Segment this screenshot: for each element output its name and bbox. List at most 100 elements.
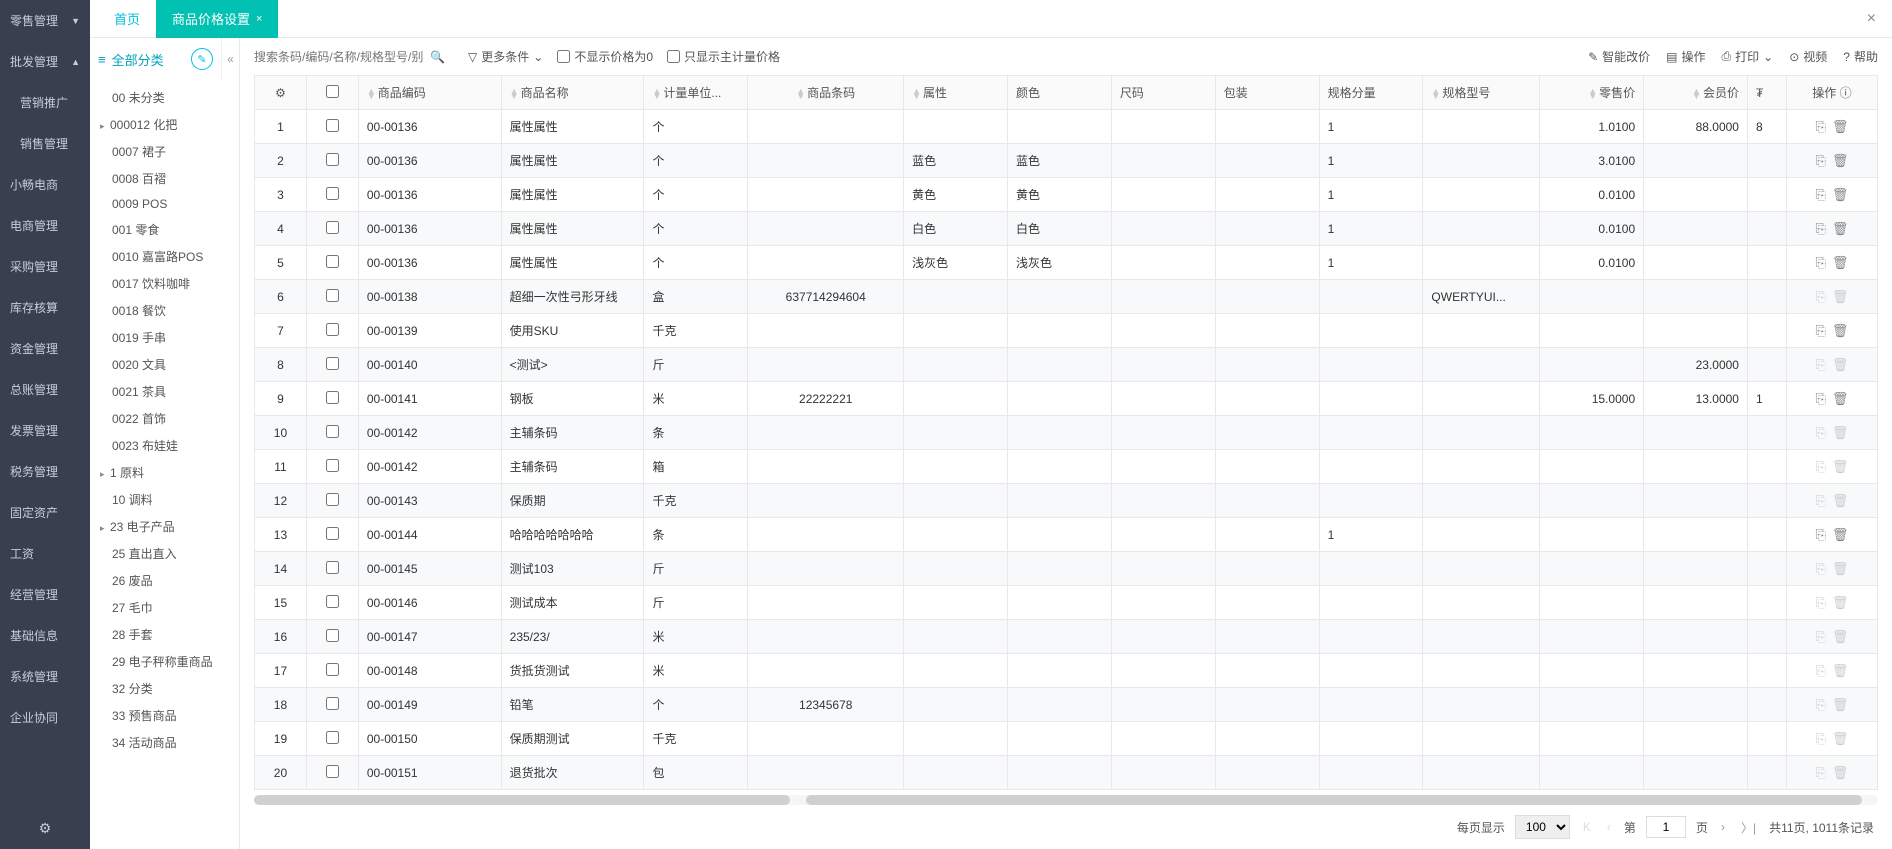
row-delete-icon[interactable]: 🗑 [1832,255,1849,271]
row-checkbox[interactable] [326,595,339,608]
category-header[interactable]: ≡ 全部分类 ✎ [90,38,221,80]
row-checkbox[interactable] [326,663,339,676]
row-checkbox[interactable] [326,391,339,404]
table-row[interactable]: 600-00138超细一次性弓形牙线盒637714294604QWERTYUI.… [255,280,1878,314]
select-all-header[interactable] [306,76,358,110]
category-item[interactable]: 25 直出直入 [90,540,239,567]
col-spec-header[interactable]: ▲▼规格型号 [1423,76,1540,110]
col-name-header[interactable]: ▲▼商品名称 [501,76,644,110]
category-item[interactable]: 0018 餐饮 [90,297,239,324]
table-row[interactable]: 1200-00143保质期千克⎘🗑 [255,484,1878,518]
category-item[interactable]: ▸1 原料 [90,459,239,486]
row-delete-icon[interactable]: 🗑 [1832,187,1849,203]
next-page-button[interactable]: › [1718,820,1728,834]
col-barcode-header[interactable]: ▲▼商品条码 [748,76,904,110]
sidebar-item[interactable]: 经营管理 [0,574,90,615]
row-checkbox[interactable] [326,187,339,200]
category-item[interactable]: 33 预售商品 [90,702,239,729]
table-row[interactable]: 1000-00142主辅条码条⎘🗑 [255,416,1878,450]
per-page-select[interactable]: 100 [1515,815,1570,839]
row-delete-icon[interactable]: 🗑 [1832,391,1849,407]
category-collapse-button[interactable]: « [221,38,239,80]
col-code-header[interactable]: ▲▼商品编码 [358,76,501,110]
sidebar-item[interactable]: 资金管理 [0,328,90,369]
tab-close-icon[interactable]: × [256,13,262,25]
row-edit-icon[interactable]: ⎘ [1816,153,1826,169]
category-item[interactable]: 27 毛巾 [90,594,239,621]
table-row[interactable]: 1300-00144哈哈哈哈哈哈哈条1⎘🗑 [255,518,1878,552]
table-row[interactable]: 1900-00150保质期测试千克⎘🗑 [255,722,1878,756]
category-item[interactable]: 001 零食 [90,216,239,243]
row-edit-icon[interactable]: ⎘ [1816,391,1826,407]
row-edit-icon[interactable]: ⎘ [1816,187,1826,203]
row-checkbox[interactable] [326,493,339,506]
category-edit-button[interactable]: ✎ [191,48,213,70]
category-item[interactable]: 0007 裙子 [90,138,239,165]
page-input[interactable] [1646,816,1686,838]
row-edit-icon[interactable]: ⎘ [1816,323,1826,339]
row-checkbox[interactable] [326,629,339,642]
row-delete-icon[interactable]: 🗑 [1832,119,1849,135]
column-settings-header[interactable]: ⚙ [255,76,307,110]
sidebar-item[interactable]: 总账管理 [0,369,90,410]
category-item[interactable]: 26 废品 [90,567,239,594]
first-page-button[interactable]: K [1580,820,1594,834]
sidebar-item[interactable]: 企业协同 [0,697,90,738]
category-item[interactable]: 0008 百褶 [90,165,239,192]
row-checkbox[interactable] [326,561,339,574]
table-row[interactable]: 1600-00147235/23/米⎘🗑 [255,620,1878,654]
search-input[interactable] [254,50,424,64]
col-unit-header[interactable]: ▲▼计量单位... [644,76,748,110]
col-member-header[interactable]: ▲▼会员价 [1644,76,1748,110]
category-item[interactable]: 0019 手串 [90,324,239,351]
smart-edit-button[interactable]: ✎ 智能改价 [1588,48,1650,65]
sidebar-item[interactable]: 采购管理 [0,246,90,287]
sidebar-item[interactable]: 电商管理 [0,205,90,246]
table-row[interactable]: 1100-00142主辅条码箱⎘🗑 [255,450,1878,484]
row-checkbox[interactable] [326,459,339,472]
category-item[interactable]: 28 手套 [90,621,239,648]
sidebar-item[interactable]: 批发管理▲ [0,41,90,82]
row-checkbox[interactable] [326,255,339,268]
scroll-thumb-2[interactable] [806,795,1862,805]
more-filters-button[interactable]: ▽ 更多条件 ⌄ [468,48,543,65]
table-row[interactable]: 100-00136属性属性个11.010088.00008⎘🗑 [255,110,1878,144]
table-row[interactable]: 400-00136属性属性个白色白色10.0100⎘🗑 [255,212,1878,246]
row-checkbox[interactable] [326,289,339,302]
row-checkbox[interactable] [326,323,339,336]
col-color-header[interactable]: 颜色 [1007,76,1111,110]
row-checkbox[interactable] [326,731,339,744]
sidebar-item[interactable]: 小畅电商 [0,164,90,205]
row-edit-icon[interactable]: ⎘ [1816,221,1826,237]
table-row[interactable]: 2000-00151退货批次包⎘🗑 [255,756,1878,790]
settings-gear-icon[interactable]: ⚙ [0,808,90,849]
category-item[interactable]: ▸23 电子产品 [90,513,239,540]
horizontal-scrollbar[interactable] [254,795,1878,805]
row-checkbox[interactable] [326,527,339,540]
row-checkbox[interactable] [326,119,339,132]
sidebar-item[interactable]: 库存核算 [0,287,90,328]
row-edit-icon[interactable]: ⎘ [1816,255,1826,271]
close-all-tabs-icon[interactable]: × [1867,10,1876,28]
help-button[interactable]: ? 帮助 [1843,48,1878,65]
category-item[interactable]: 00 未分类 [90,84,239,111]
sidebar-sub-item[interactable]: 营销推广 [0,82,90,123]
row-checkbox[interactable] [326,221,339,234]
table-row[interactable]: 700-00139使用SKU千克⎘🗑 [255,314,1878,348]
prev-page-button[interactable]: ‹ [1604,820,1614,834]
select-all-checkbox[interactable] [326,85,339,98]
col-size-header[interactable]: 尺码 [1111,76,1215,110]
sidebar-sub-item[interactable]: 销售管理 [0,123,90,164]
row-checkbox[interactable] [326,153,339,166]
operate-button[interactable]: ▤ 操作 [1666,48,1705,65]
table-row[interactable]: 1400-00145测试103斤⎘🗑 [255,552,1878,586]
category-item[interactable]: 0017 饮料咖啡 [90,270,239,297]
category-item[interactable]: 0023 布娃娃 [90,432,239,459]
table-row[interactable]: 300-00136属性属性个黄色黄色10.0100⎘🗑 [255,178,1878,212]
row-checkbox[interactable] [326,357,339,370]
video-button[interactable]: ⊙ 视频 [1789,48,1827,65]
table-row[interactable]: 200-00136属性属性个蓝色蓝色13.0100⎘🗑 [255,144,1878,178]
table-row[interactable]: 900-00141钢板米2222222115.000013.00001⎘🗑 [255,382,1878,416]
main-unit-only-checkbox[interactable]: 只显示主计量价格 [667,48,780,65]
last-page-button[interactable]: 〉| [1738,819,1759,836]
